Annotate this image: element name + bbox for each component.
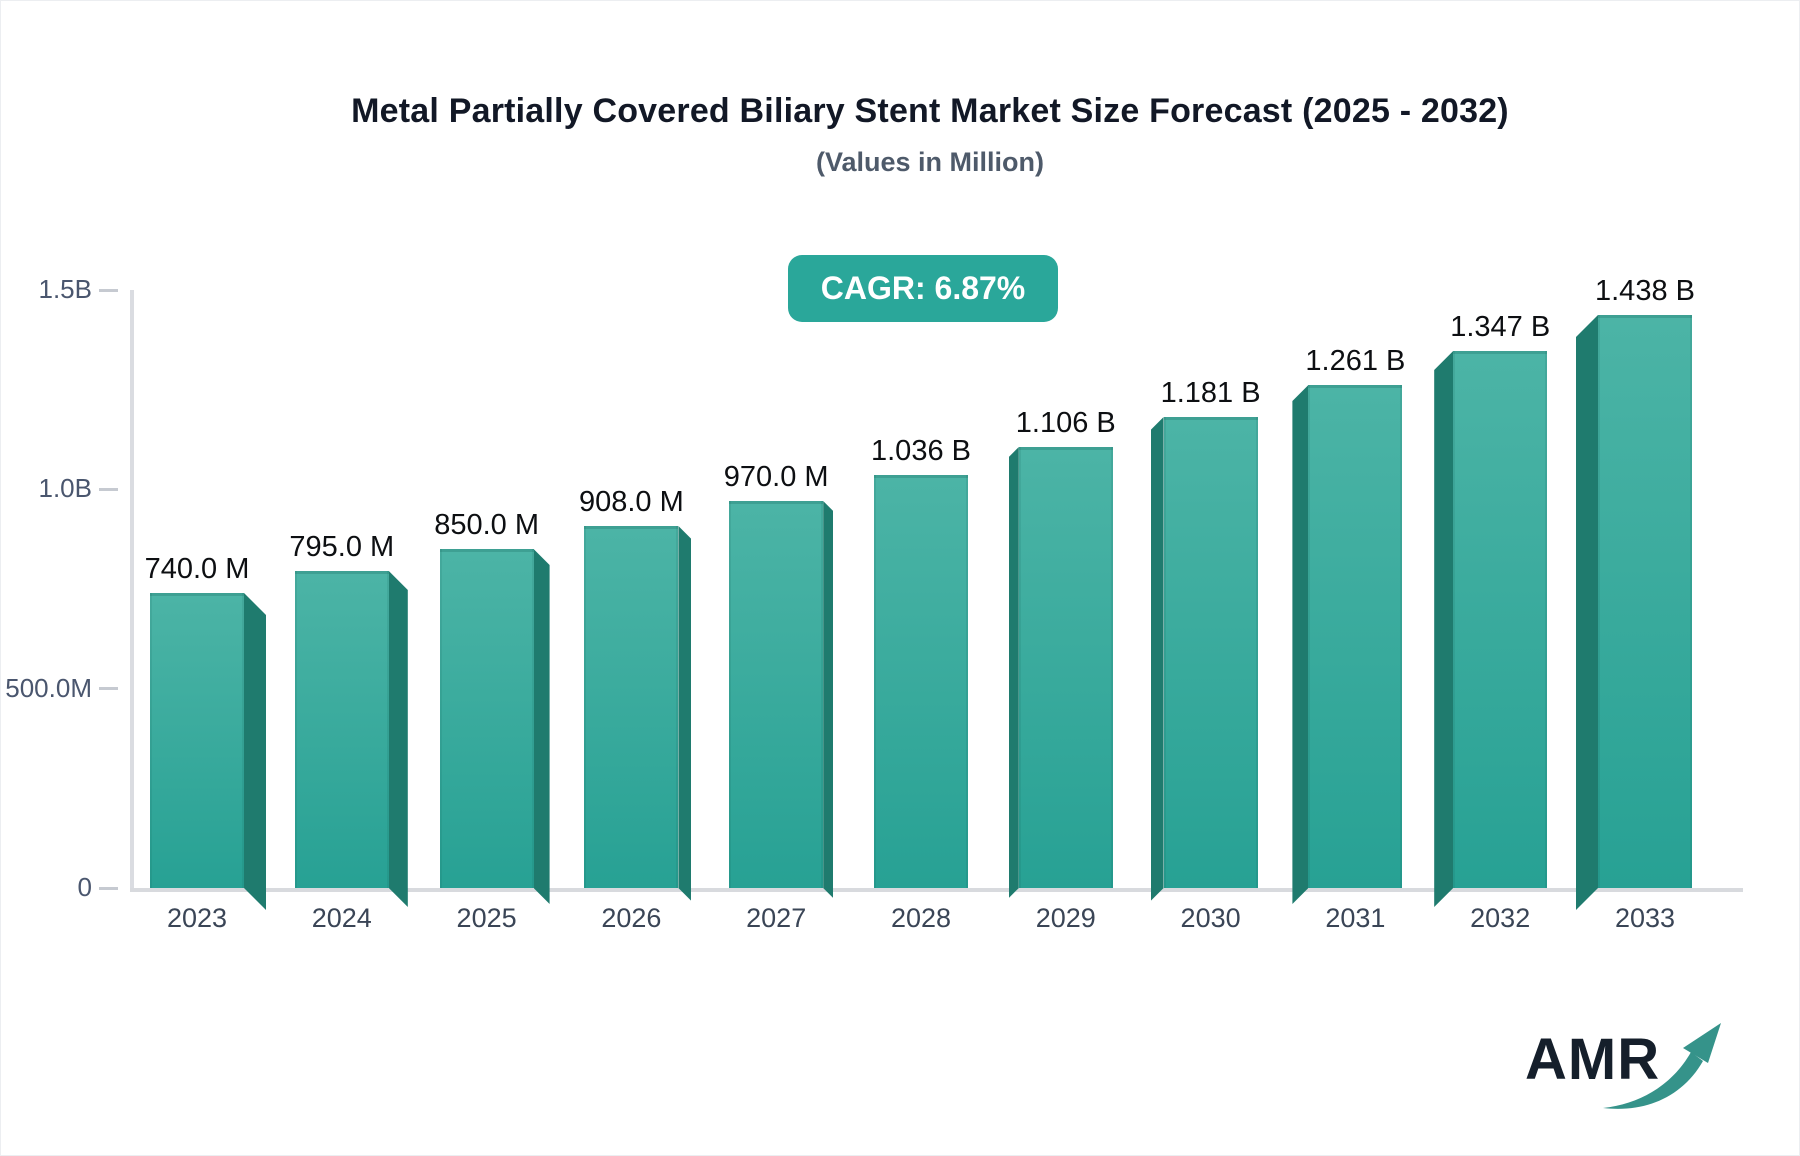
bar-2031 bbox=[1308, 385, 1403, 888]
bar-side-face bbox=[1292, 385, 1308, 904]
x-axis-tick-label: 2027 bbox=[746, 903, 807, 933]
y-axis-tick-label: 1.0B bbox=[38, 473, 93, 504]
y-axis-tick-mark bbox=[99, 288, 118, 292]
chart-header: Metal Partially Covered Biliary Stent Ma… bbox=[60, 0, 1800, 178]
bar-2033 bbox=[1598, 315, 1692, 888]
x-axis-tick-label: 2026 bbox=[601, 903, 662, 933]
bar-value-label: 1.261 B bbox=[1305, 345, 1406, 377]
y-axis-tick-label: 500.0M bbox=[5, 672, 92, 703]
bar-2032 bbox=[1453, 351, 1548, 888]
bar-value-label: 970.0 M bbox=[723, 461, 829, 493]
bar-value-label: 850.0 M bbox=[434, 509, 539, 541]
bar-2030 bbox=[1163, 417, 1258, 888]
bar-2029 bbox=[1018, 447, 1113, 888]
y-axis-tick-mark bbox=[99, 886, 118, 890]
x-axis-tick-label: 2033 bbox=[1614, 903, 1676, 933]
bar-value-label: 1.106 B bbox=[1015, 407, 1116, 439]
x-axis-tick-label: 2030 bbox=[1180, 903, 1241, 933]
bar-side-face bbox=[1576, 315, 1598, 910]
bar-2027 bbox=[729, 501, 824, 888]
bar-side-face bbox=[534, 549, 550, 904]
x-axis-tick-label: 2029 bbox=[1035, 903, 1096, 933]
chart-title: Metal Partially Covered Biliary Stent Ma… bbox=[351, 92, 1509, 130]
bar-2026 bbox=[584, 526, 679, 888]
bar-side-face bbox=[1434, 351, 1453, 907]
bar-value-label: 1.347 B bbox=[1450, 311, 1551, 343]
bar-value-label: 740.0 M bbox=[144, 553, 250, 585]
x-axis-tick-label: 2028 bbox=[890, 903, 952, 933]
bar-value-label: 795.0 M bbox=[289, 531, 395, 563]
x-axis-tick-label: 2032 bbox=[1470, 903, 1531, 933]
bar-value-label: 1.438 B bbox=[1595, 275, 1695, 307]
bar-side-face bbox=[389, 571, 408, 907]
bar-2028 bbox=[874, 475, 968, 888]
x-axis-tick-label: 2023 bbox=[166, 903, 228, 933]
bar-side-face bbox=[823, 501, 833, 898]
cagr-badge: CAGR: 6.87% bbox=[788, 255, 1058, 322]
x-axis-tick-label: 2025 bbox=[456, 903, 517, 933]
bar-side-face bbox=[1151, 417, 1164, 901]
amr-logo: AMR bbox=[1525, 1018, 1745, 1118]
y-axis-tick-label: 1.5B bbox=[38, 274, 93, 304]
bar-side-face bbox=[678, 526, 691, 901]
bar-2023 bbox=[150, 593, 244, 888]
x-axis-tick-label: 2024 bbox=[311, 903, 372, 933]
x-axis-tick-label: 2031 bbox=[1325, 903, 1386, 933]
bar-value-label: 908.0 M bbox=[578, 486, 684, 518]
bar-side-face bbox=[244, 593, 266, 910]
bar-side-face bbox=[1009, 447, 1019, 898]
x-axis-line bbox=[130, 888, 1743, 892]
y-axis-tick-mark bbox=[99, 487, 118, 491]
growth-arrow-icon bbox=[1603, 1023, 1721, 1109]
y-axis-line bbox=[130, 290, 134, 890]
y-axis-tick-label: 0 bbox=[77, 872, 92, 902]
y-axis-tick-mark bbox=[99, 687, 118, 691]
bar-2025 bbox=[439, 549, 534, 888]
bar-value-label: 1.181 B bbox=[1160, 377, 1261, 409]
bar-value-label: 1.036 B bbox=[871, 435, 971, 467]
chart-subtitle: (Values in Million) bbox=[815, 147, 1045, 177]
amr-logo-text: AMR bbox=[1525, 1027, 1661, 1092]
bar-2024 bbox=[294, 571, 389, 888]
